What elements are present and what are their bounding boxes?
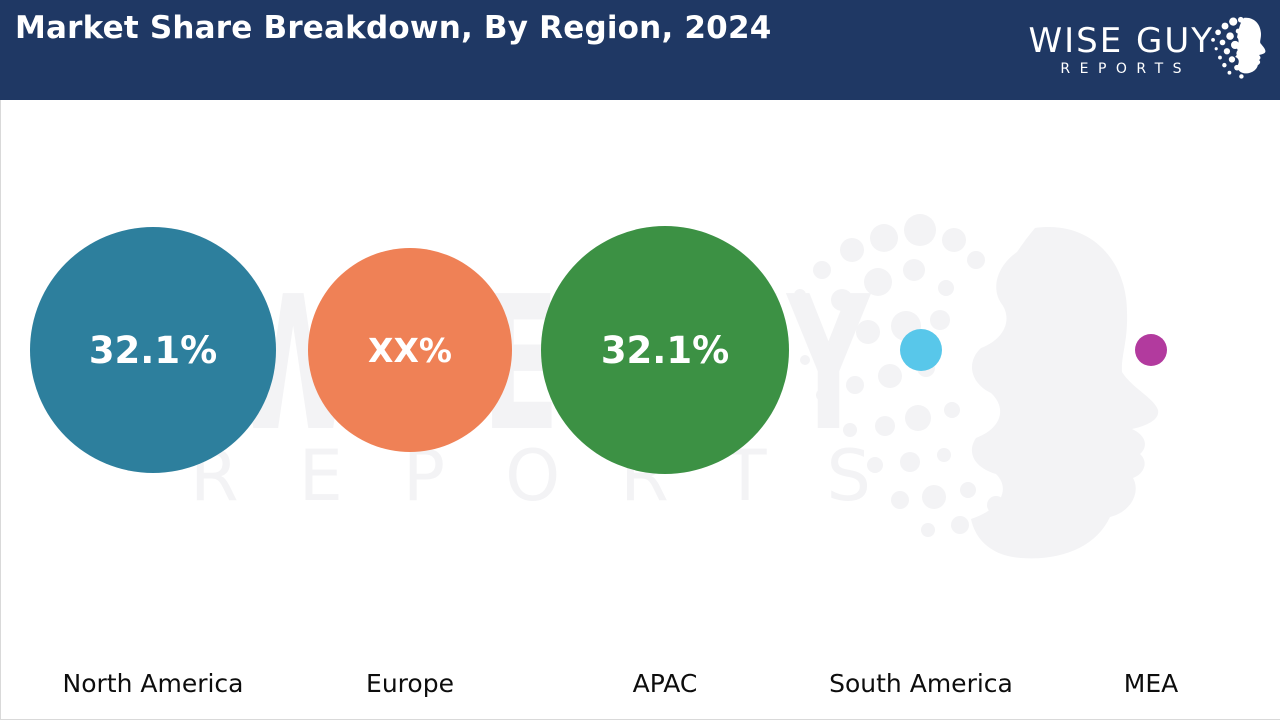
region-label-mea: MEA — [1123, 669, 1179, 698]
region-label-apac: APAC — [632, 669, 698, 698]
brand-logo-line2: REPORTS — [1060, 61, 1192, 77]
bubble-south-america — [900, 329, 942, 371]
bubble-value-label: XX% — [368, 330, 452, 370]
bubble-value-label: 32.1% — [88, 328, 218, 372]
region-label-north-america: North America — [62, 669, 244, 698]
bubble-mea — [1135, 334, 1167, 366]
page-title: Market Share Breakdown, By Region, 2024 — [15, 10, 772, 46]
header-bar: Market Share Breakdown, By Region, 2024 … — [0, 0, 1280, 100]
brand-logo-line1: WISE GUY — [1028, 21, 1214, 61]
brand-logo: WISE GUY REPORTS — [1028, 6, 1266, 94]
bubble-value-label: 32.1% — [600, 328, 730, 372]
bubble-europe: XX% — [308, 248, 512, 452]
brand-logo-text: WISE GUY REPORTS — [1028, 23, 1214, 77]
bubble-apac: 32.1% — [541, 226, 789, 474]
bubble-north-america: 32.1% — [30, 227, 276, 473]
region-label-south-america: South America — [829, 669, 1013, 698]
brand-head-icon — [1211, 16, 1266, 79]
region-label-europe: Europe — [366, 669, 454, 698]
